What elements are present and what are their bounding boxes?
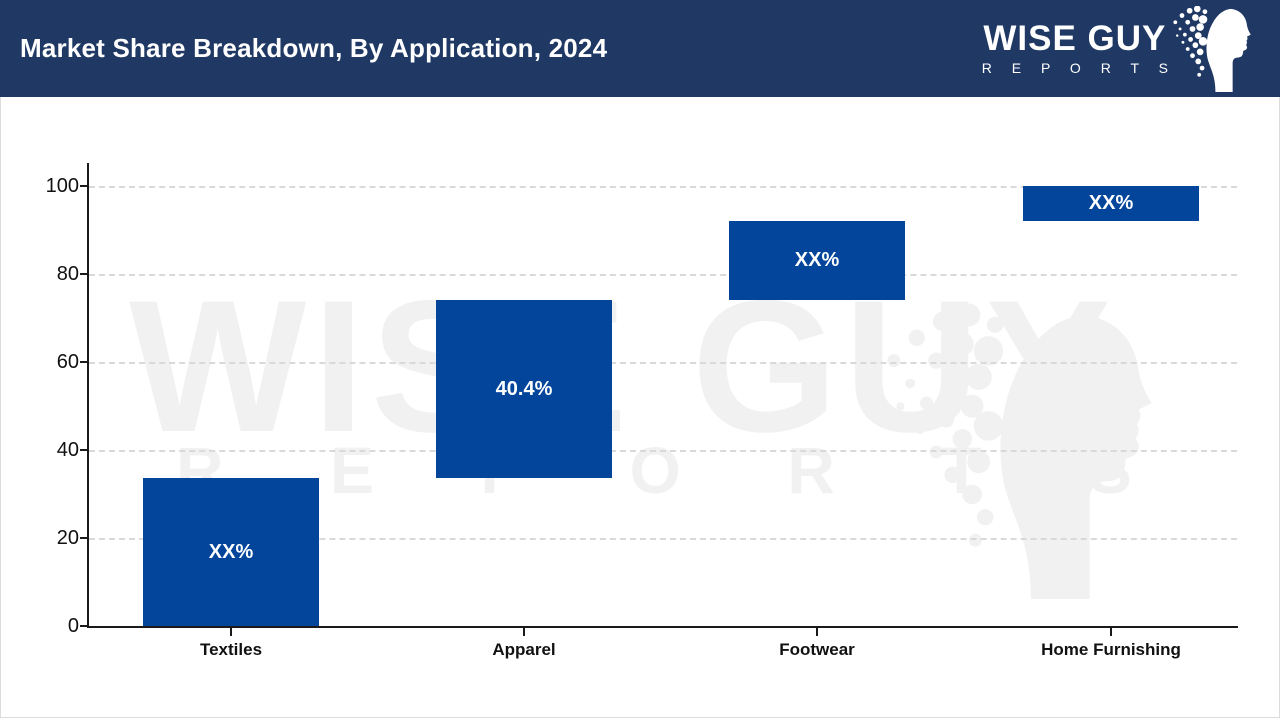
y-axis-tick-mark: [80, 185, 87, 187]
wiseguy-logo: WISE GUY R E P O R T S: [974, 5, 1266, 92]
x-axis-category-label: Home Furnishing: [1041, 640, 1181, 659]
bar-footwear: XX%: [729, 221, 905, 301]
header: Market Share Breakdown, By Application, …: [0, 0, 1280, 97]
bar-apparel: 40.4%: [436, 300, 612, 479]
watermark-head-icon: [887, 303, 1152, 599]
chart-area: WISE GUY R E P O R T S 0 20 40 60 80 100 XX% Te…: [0, 97, 1280, 718]
y-axis-tick-label: 80: [56, 263, 79, 285]
x-axis-category-label: Footwear: [779, 640, 855, 659]
x-axis-tick-mark: [523, 628, 525, 636]
plot: 0 20 40 60 80 100 XX% Textiles 40.4% Apparel XX% Fo…: [1, 97, 1279, 717]
y-axis-tick-mark: [80, 625, 87, 627]
gridline-y100: [89, 186, 1237, 188]
chart-title: Market Share Breakdown, By Application, …: [20, 33, 608, 63]
bar-value-label: 40.4%: [495, 377, 553, 400]
x-axis-tick-mark: [816, 628, 818, 636]
y-axis-tick-mark: [80, 449, 87, 451]
logo-reports-text: R E P O R T S: [981, 59, 1176, 76]
x-axis-category-label: Textiles: [199, 640, 263, 659]
y-axis-tick-mark: [80, 361, 87, 363]
gridline-y80: [89, 274, 1237, 276]
y-axis-tick-mark: [80, 537, 87, 539]
y-axis-tick-label: 40: [56, 439, 79, 461]
x-axis-tick-mark: [230, 628, 232, 636]
x-axis-tick-mark: [1110, 628, 1112, 636]
head-profile-icon: [1173, 5, 1251, 92]
watermark-wordmark: WISE GUY: [129, 261, 1118, 471]
bar-value-label: XX%: [208, 540, 254, 563]
bar-textiles: XX%: [143, 478, 319, 626]
bar-value-label: XX%: [1088, 192, 1134, 215]
y-axis-tick-mark: [80, 273, 87, 275]
gridline-y40: [89, 450, 1237, 452]
y-axis-tick-label: 20: [56, 527, 79, 549]
x-axis-line: [87, 626, 1238, 628]
logo-wordmark: WISE GUY R E P O R T S: [974, 19, 1176, 76]
y-axis-tick-label: 0: [67, 615, 79, 637]
y-axis-tick-label: 60: [56, 351, 79, 373]
y-axis-line: [87, 163, 89, 628]
y-axis-tick-label: 100: [45, 175, 79, 197]
x-axis-category-label: Apparel: [492, 640, 556, 659]
gridline-y20: [89, 538, 1237, 540]
bar-home-furnishing: XX%: [1023, 186, 1199, 222]
gridline-y60: [89, 362, 1237, 364]
logo-wordmark-text: WISE GUY: [983, 19, 1167, 59]
bar-value-label: XX%: [794, 249, 840, 272]
